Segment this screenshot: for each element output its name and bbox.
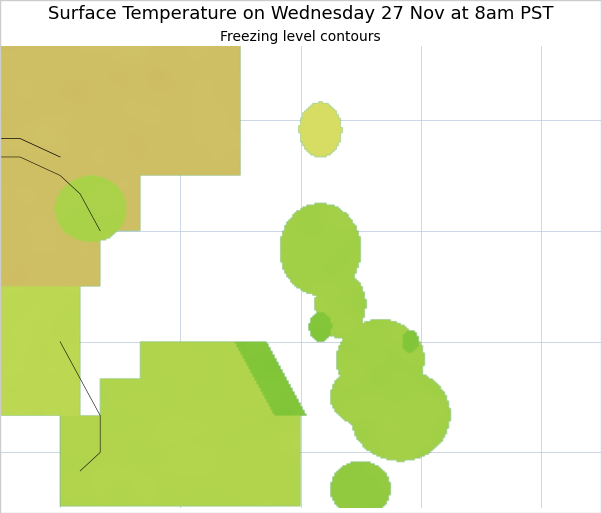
Text: Surface Temperature on Wednesday 27 Nov at 8am PST: Surface Temperature on Wednesday 27 Nov … [47, 5, 554, 23]
Text: Freezing level contours: Freezing level contours [220, 30, 381, 44]
